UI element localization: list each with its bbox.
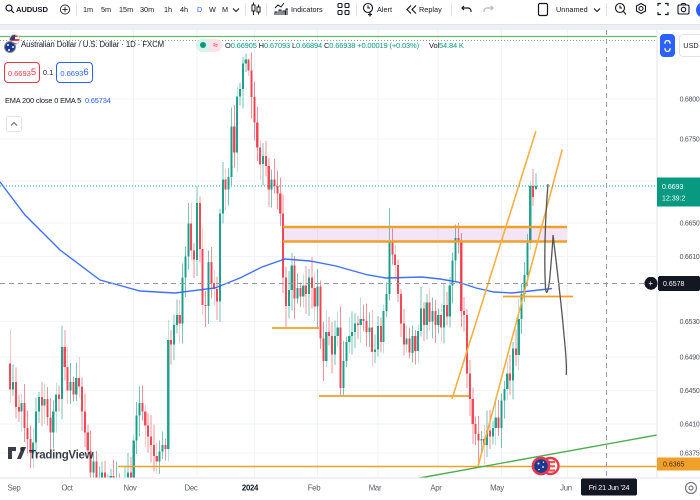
svg-text:Nov: Nov [124,484,137,493]
svg-text:Jun: Jun [560,484,572,493]
svg-text:Mar: Mar [369,484,382,493]
svg-text:May: May [490,484,504,493]
svg-text:2024: 2024 [242,484,259,493]
svg-text:0.6530: 0.6530 [680,319,700,326]
svg-text:0.6578: 0.6578 [663,281,685,288]
svg-text:0.6750: 0.6750 [680,137,700,144]
svg-text:TradingView: TradingView [29,450,94,462]
svg-text:+: + [648,279,653,288]
svg-text:0.6610: 0.6610 [680,254,700,261]
svg-text:0.6490: 0.6490 [680,354,700,361]
svg-text:Feb: Feb [308,484,321,493]
svg-text:0.6365: 0.6365 [663,461,685,468]
svg-text:0.6650: 0.6650 [680,220,700,227]
svg-text:Dec: Dec [185,484,198,493]
svg-text:12:39:2: 12:39:2 [662,196,685,203]
svg-text:Fri 21 Jun '24: Fri 21 Jun '24 [589,483,630,492]
svg-text:Oct: Oct [61,484,73,493]
svg-text:0.6450: 0.6450 [680,388,700,395]
svg-text:0.6375: 0.6375 [680,451,700,458]
svg-text:0.6693: 0.6693 [662,184,684,191]
svg-text:0.6800: 0.6800 [680,96,700,103]
svg-text:0.6410: 0.6410 [680,421,700,428]
svg-text:Apr: Apr [430,484,442,493]
svg-text:Sep: Sep [8,484,22,493]
